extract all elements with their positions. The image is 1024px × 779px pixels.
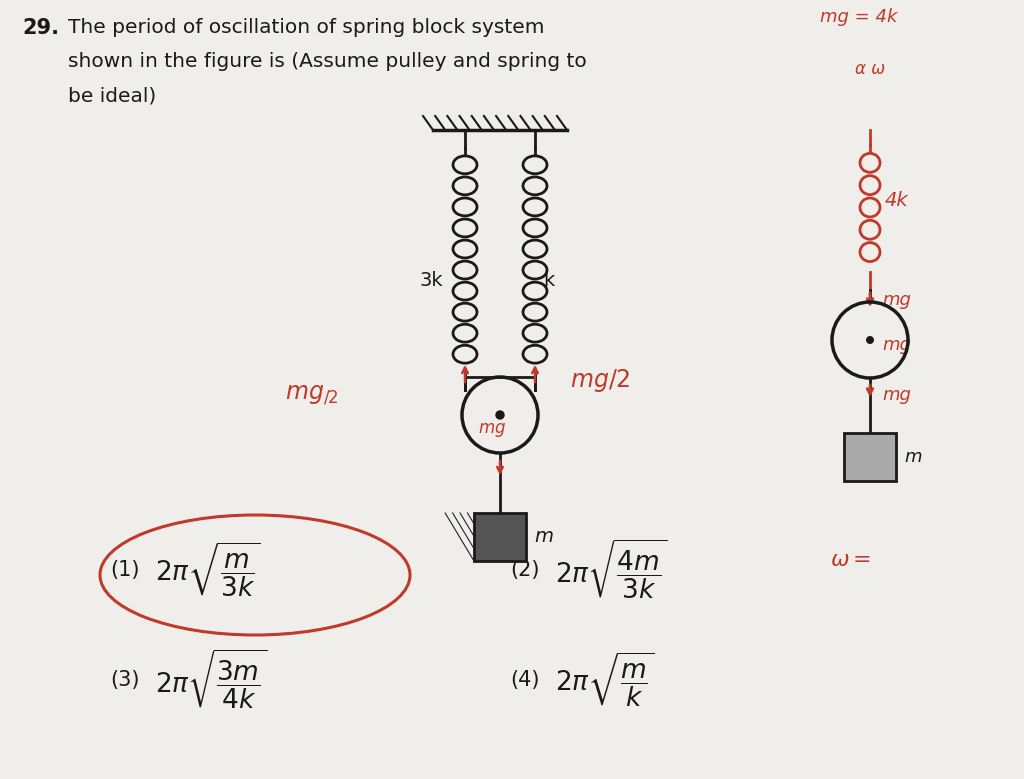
Bar bbox=[844, 433, 896, 481]
Circle shape bbox=[496, 411, 504, 419]
Text: $2\pi\sqrt{\dfrac{m}{3k}}$: $2\pi\sqrt{\dfrac{m}{3k}}$ bbox=[155, 541, 261, 600]
Bar bbox=[474, 513, 526, 561]
Text: $mg_{/2}$: $mg_{/2}$ bbox=[285, 383, 339, 407]
Text: $mg$: $mg$ bbox=[478, 421, 506, 439]
Text: (3): (3) bbox=[110, 670, 139, 690]
Text: mg: mg bbox=[882, 291, 911, 309]
Text: (1): (1) bbox=[110, 560, 139, 580]
Text: 4k: 4k bbox=[885, 191, 908, 210]
Circle shape bbox=[866, 336, 874, 344]
Text: $mg/2$: $mg/2$ bbox=[570, 366, 630, 393]
Text: mg: mg bbox=[882, 386, 911, 404]
Text: The period of oscillation of spring block system: The period of oscillation of spring bloc… bbox=[68, 18, 545, 37]
Text: $\omega =$: $\omega =$ bbox=[830, 550, 871, 570]
Text: $2\pi\sqrt{\dfrac{m}{k}}$: $2\pi\sqrt{\dfrac{m}{k}}$ bbox=[555, 650, 654, 710]
Text: mg = 4k: mg = 4k bbox=[820, 8, 897, 26]
Text: m: m bbox=[534, 527, 553, 547]
Text: (2): (2) bbox=[510, 560, 540, 580]
Text: α ω: α ω bbox=[855, 60, 885, 78]
Text: $2\pi\sqrt{\dfrac{3m}{4k}}$: $2\pi\sqrt{\dfrac{3m}{4k}}$ bbox=[155, 648, 267, 712]
Text: 29.: 29. bbox=[22, 18, 59, 38]
Text: m: m bbox=[904, 448, 922, 466]
Text: $2\pi\sqrt{\dfrac{4m}{3k}}$: $2\pi\sqrt{\dfrac{4m}{3k}}$ bbox=[555, 538, 668, 602]
Text: 3k: 3k bbox=[420, 270, 443, 290]
Text: be ideal): be ideal) bbox=[68, 86, 157, 105]
Text: mg: mg bbox=[882, 336, 911, 354]
Text: k: k bbox=[543, 270, 554, 290]
Text: (4): (4) bbox=[510, 670, 540, 690]
Text: shown in the figure is (Assume pulley and spring to: shown in the figure is (Assume pulley an… bbox=[68, 52, 587, 71]
